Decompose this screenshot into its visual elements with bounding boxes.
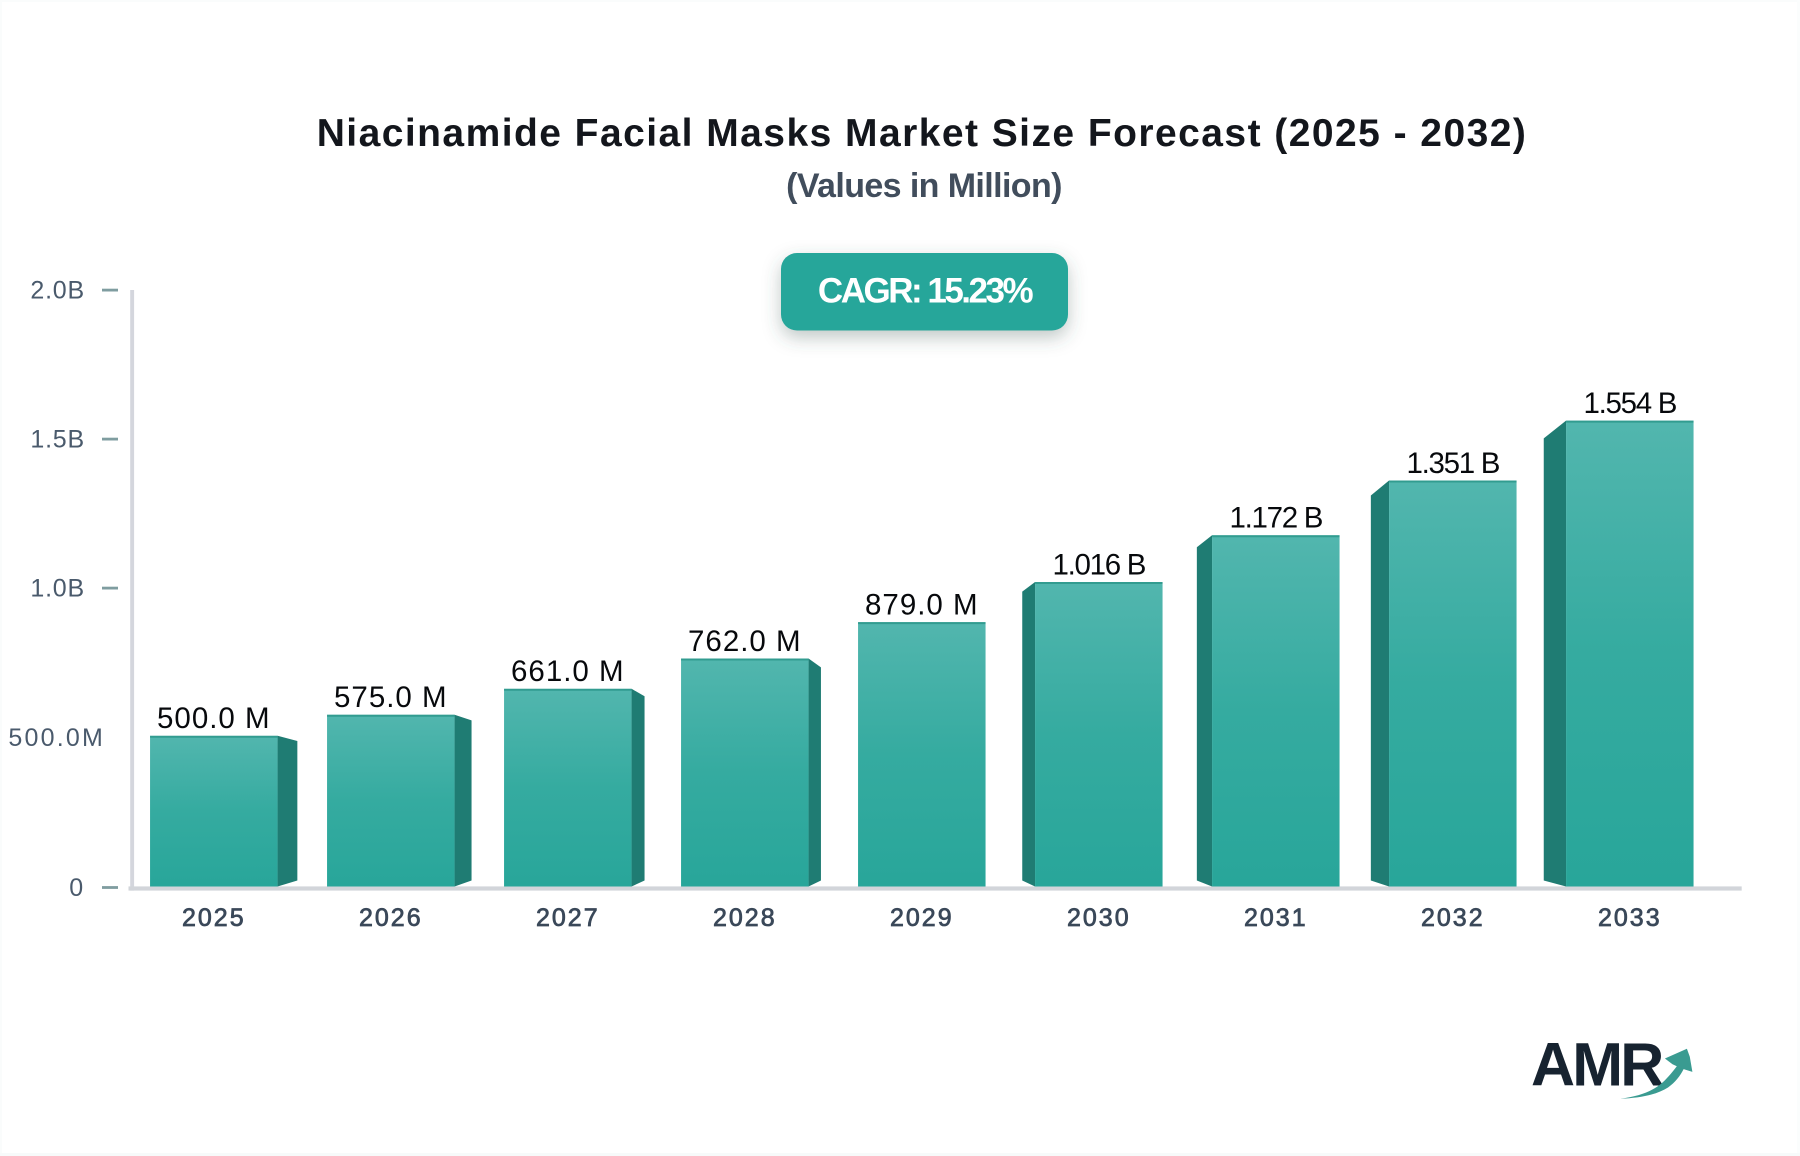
- svg-text:1.351 B: 1.351 B: [1406, 447, 1499, 480]
- svg-text:1.5B: 1.5B: [30, 426, 85, 454]
- svg-text:2.0B: 2.0B: [30, 277, 85, 305]
- svg-text:2030: 2030: [1067, 904, 1131, 932]
- svg-text:1.0B: 1.0B: [30, 575, 85, 603]
- svg-text:1.016 B: 1.016 B: [1052, 548, 1145, 581]
- svg-text:2026: 2026: [359, 904, 423, 932]
- svg-text:2029: 2029: [890, 904, 954, 932]
- svg-text:2028: 2028: [713, 904, 777, 932]
- svg-text:0: 0: [69, 874, 84, 902]
- svg-text:2027: 2027: [536, 904, 600, 932]
- svg-text:661.0 M: 661.0 M: [511, 655, 625, 688]
- svg-text:CAGR: 15.23%: CAGR: 15.23%: [818, 272, 1034, 311]
- svg-text:762.0 M: 762.0 M: [688, 625, 802, 658]
- svg-text:Niacinamide Facial Masks Marke: Niacinamide Facial Masks Market Size For…: [317, 112, 1528, 155]
- svg-text:1.172 B: 1.172 B: [1229, 502, 1322, 535]
- svg-text:2033: 2033: [1598, 904, 1662, 932]
- svg-text:500.0 M: 500.0 M: [157, 702, 271, 735]
- svg-text:2031: 2031: [1244, 904, 1308, 932]
- svg-text:AMR: AMR: [1531, 1031, 1663, 1099]
- svg-text:(Values in Million): (Values in Million): [786, 167, 1062, 205]
- svg-text:2032: 2032: [1421, 904, 1485, 932]
- svg-text:1.554 B: 1.554 B: [1583, 387, 1676, 420]
- svg-text:575.0 M: 575.0 M: [334, 681, 448, 714]
- svg-text:500.0M: 500.0M: [8, 724, 105, 752]
- svg-text:879.0 M: 879.0 M: [865, 589, 979, 622]
- svg-text:2025: 2025: [182, 904, 246, 932]
